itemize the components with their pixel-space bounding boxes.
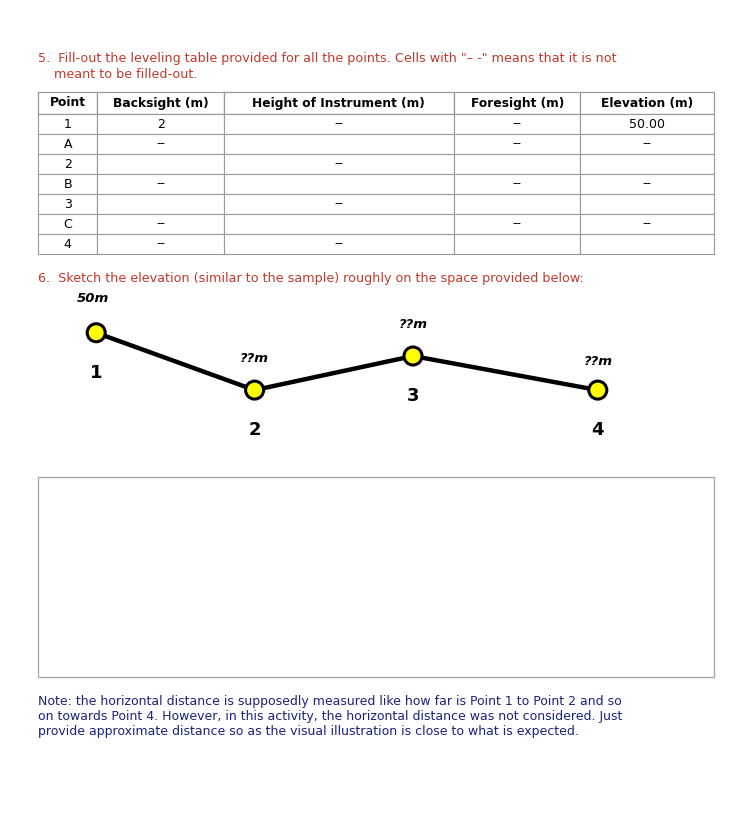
Text: Point: Point xyxy=(50,97,86,109)
Bar xyxy=(581,154,714,174)
Text: Backsight (m): Backsight (m) xyxy=(113,97,208,109)
Text: --: -- xyxy=(156,238,165,250)
Bar xyxy=(223,174,454,194)
Bar xyxy=(38,477,714,677)
Text: ??m: ??m xyxy=(399,318,427,331)
Text: B: B xyxy=(63,177,72,191)
Text: --: -- xyxy=(156,138,165,150)
Text: --: -- xyxy=(513,218,522,230)
Text: --: -- xyxy=(643,177,652,191)
Text: --: -- xyxy=(335,197,344,211)
Text: --: -- xyxy=(513,138,522,150)
Bar xyxy=(454,234,581,254)
Text: meant to be filled-out.: meant to be filled-out. xyxy=(38,68,198,81)
Text: --: -- xyxy=(156,177,165,191)
Text: ??m: ??m xyxy=(584,355,612,369)
Bar xyxy=(98,92,223,114)
Text: --: -- xyxy=(643,138,652,150)
Text: 6.  Sketch the elevation (similar to the sample) roughly on the space provided b: 6. Sketch the elevation (similar to the … xyxy=(38,272,584,285)
Text: 3: 3 xyxy=(407,387,420,405)
Bar xyxy=(223,154,454,174)
Circle shape xyxy=(87,323,105,342)
Text: 2: 2 xyxy=(156,118,165,130)
Bar xyxy=(223,214,454,234)
Text: 1: 1 xyxy=(90,364,102,381)
Text: --: -- xyxy=(513,177,522,191)
Bar xyxy=(223,234,454,254)
Bar xyxy=(581,114,714,134)
Bar xyxy=(454,134,581,154)
Bar xyxy=(581,92,714,114)
Bar xyxy=(454,154,581,174)
Bar xyxy=(454,214,581,234)
Bar xyxy=(98,234,223,254)
Text: Note: the horizontal distance is supposedly measured like how far is Point 1 to : Note: the horizontal distance is suppose… xyxy=(38,695,623,738)
Text: Foresight (m): Foresight (m) xyxy=(471,97,564,109)
Bar xyxy=(454,92,581,114)
Bar xyxy=(98,114,223,134)
Text: --: -- xyxy=(335,238,344,250)
Bar xyxy=(38,114,98,134)
Bar xyxy=(581,194,714,214)
Bar xyxy=(454,194,581,214)
Bar xyxy=(38,154,98,174)
Text: --: -- xyxy=(335,157,344,171)
Bar xyxy=(581,134,714,154)
Text: --: -- xyxy=(643,218,652,230)
Text: 2: 2 xyxy=(64,157,71,171)
Bar xyxy=(581,234,714,254)
Bar xyxy=(223,92,454,114)
Bar xyxy=(98,174,223,194)
Bar xyxy=(98,154,223,174)
Text: Elevation (m): Elevation (m) xyxy=(601,97,693,109)
Text: 50.00: 50.00 xyxy=(629,118,665,130)
Circle shape xyxy=(246,381,264,399)
Bar xyxy=(581,214,714,234)
Bar xyxy=(38,194,98,214)
Bar xyxy=(98,194,223,214)
Text: 5.  Fill-out the leveling table provided for all the points. Cells with "– -" me: 5. Fill-out the leveling table provided … xyxy=(38,52,617,65)
Text: ??m: ??m xyxy=(240,352,269,365)
Text: --: -- xyxy=(156,218,165,230)
Text: 1: 1 xyxy=(64,118,71,130)
Text: Height of Instrument (m): Height of Instrument (m) xyxy=(253,97,425,109)
Text: 4: 4 xyxy=(592,421,604,439)
Bar xyxy=(581,174,714,194)
Bar xyxy=(38,234,98,254)
Text: 4: 4 xyxy=(64,238,71,250)
Bar xyxy=(38,134,98,154)
Bar xyxy=(454,174,581,194)
Text: 3: 3 xyxy=(64,197,71,211)
Bar xyxy=(38,92,98,114)
Text: 2: 2 xyxy=(248,421,261,439)
Text: 50m: 50m xyxy=(77,291,109,305)
Bar xyxy=(223,194,454,214)
Bar xyxy=(98,214,223,234)
Text: A: A xyxy=(63,138,72,150)
Bar xyxy=(38,214,98,234)
Text: --: -- xyxy=(513,118,522,130)
Bar xyxy=(223,134,454,154)
Text: C: C xyxy=(63,218,72,230)
Text: --: -- xyxy=(335,118,344,130)
Circle shape xyxy=(404,347,422,365)
Circle shape xyxy=(589,381,607,399)
Bar xyxy=(98,134,223,154)
Bar xyxy=(454,114,581,134)
Bar xyxy=(38,174,98,194)
Bar xyxy=(223,114,454,134)
